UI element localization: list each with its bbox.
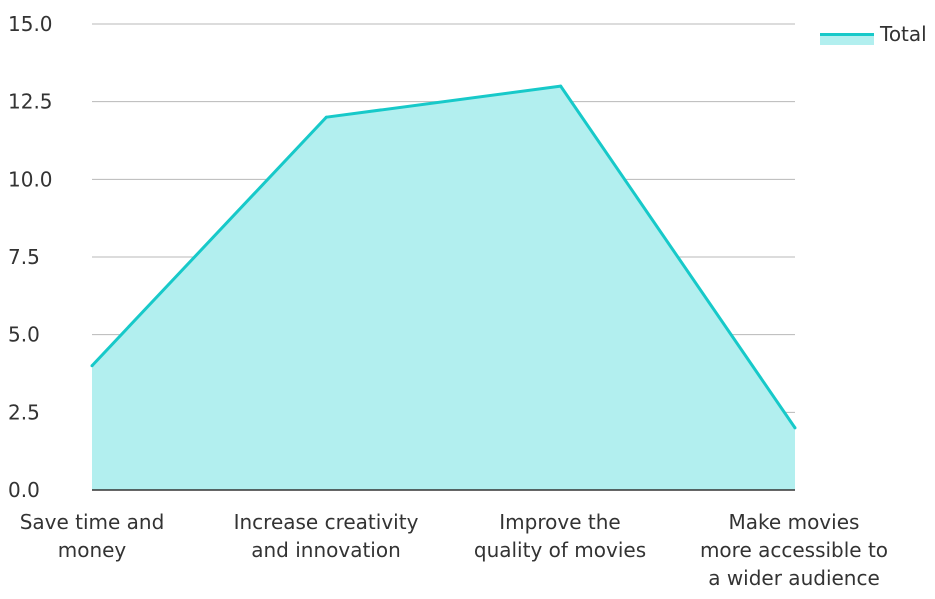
data-point (793, 426, 797, 430)
x-tick-label: Improve the quality of movies (474, 510, 646, 562)
series-line-total (90, 84, 797, 429)
legend: Total (820, 22, 927, 46)
y-tick-label: 12.5 (8, 90, 53, 114)
x-tick-label: Make movies more accessible to a wider aud… (700, 510, 888, 590)
x-tick-label: Save time and money (20, 510, 165, 562)
x-tick-label: Increase creativity and innovation (234, 510, 419, 562)
data-point (324, 115, 328, 119)
series-area-total (92, 86, 795, 490)
y-tick-label: 7.5 (8, 245, 40, 269)
data-point (559, 84, 563, 88)
legend-label-total: Total (880, 22, 927, 46)
data-point (90, 364, 94, 368)
y-tick-label: 2.5 (8, 400, 40, 424)
legend-swatch (820, 23, 874, 45)
y-tick-label: 10.0 (8, 167, 53, 191)
y-tick-label: 5.0 (8, 323, 40, 347)
y-tick-label: 15.0 (8, 12, 53, 36)
y-tick-label: 0.0 (8, 478, 40, 502)
